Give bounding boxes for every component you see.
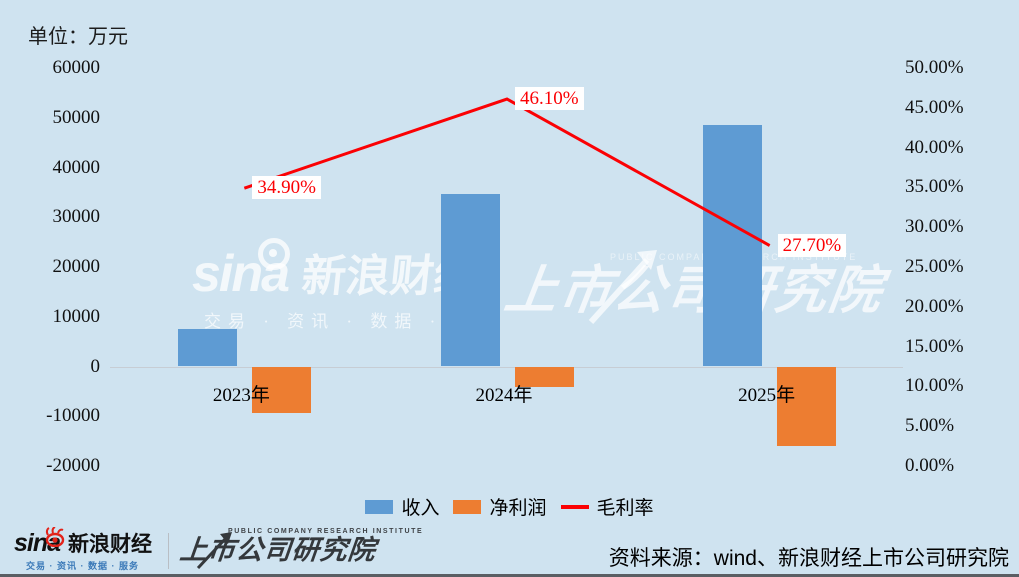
y-axis-tick-left: 60000 [52,57,101,78]
institute-subtitle: PUBLIC COMPANY RESEARCH INSTITUTE [228,528,424,535]
y-axis-tick-right: 25.00% [905,256,964,277]
axis-unit-label: 单位：万元 [28,26,128,48]
y-axis-tick-left: -20000 [46,455,100,476]
bar-net-profit-2023年 [251,366,311,414]
bar-revenue-2023年 [177,328,237,367]
data-source-text: 资料来源：wind、新浪财经上市公司研究院 [608,547,1009,570]
net-profit-swatch-icon [453,499,482,514]
institute-watermark-name: 上市公司研究院 [501,263,888,320]
x-axis-label-2025年: 2025年 [738,385,796,406]
legend-item-gross-margin: 毛利率 [560,493,654,520]
chart-legend: 收入 净利润 毛利率 [0,493,1019,520]
sina-tagline: 交易 · 资讯 · 数据 · 服务 [26,561,139,571]
bar-revenue-2024年 [440,193,500,367]
y-axis-tick-right: 20.00% [905,295,964,317]
y-axis-tick-left: -10000 [46,405,100,427]
y-axis-tick-left: 40000 [52,156,101,178]
y-axis-tick-left: 0 [90,355,101,377]
revenue-swatch-icon [365,499,394,514]
bar-revenue-2025年 [703,124,763,367]
legend-item-revenue: 收入 [365,493,439,520]
zero-gridline [110,367,903,368]
sina-watermark-wordmark: sina [192,245,290,303]
gross-margin-line-swatch-icon [560,504,589,509]
y-axis-tick-left: 50000 [52,106,101,128]
sina-eye-icon [258,238,290,270]
watermark-institute: PUBLIC COMPANY RESEARCH INSTITUTE 上市公司研究… [501,250,887,325]
x-axis-label-2023年: 2023年 [212,385,270,406]
y-axis-tick-left: 20000 [52,256,101,277]
legend-label-revenue: 收入 [401,498,440,519]
institute-logo: PUBLIC COMPANY RESEARCH INSTITUTE 上市公司研究… [178,528,424,570]
y-axis-tick-right: 40.00% [905,136,964,158]
footer-bottom-rule [0,574,1019,577]
trend-arrow-icon [196,532,232,570]
footer-bar: sina 新浪财经 交易 · 资讯 · 数据 · 服务 PUBLIC COMPA… [0,526,1019,577]
sina-eye-icon [45,527,65,547]
y-axis-tick-right: 15.00% [905,335,964,357]
y-axis-tick-right: 35.00% [905,176,964,198]
trend-arrow-icon [588,250,657,325]
bar-net-profit-2025年 [777,366,837,447]
y-axis-tick-right: 45.00% [905,96,964,118]
y-axis-tick-right: 30.00% [905,216,964,238]
sina-finance-logo: sina 新浪财经 交易 · 资讯 · 数据 · 服务 [14,527,153,572]
bar-net-profit-2024年 [514,366,574,388]
legend-label-gross-margin: 毛利率 [596,498,654,519]
data-label-gross-margin-2024年: 46.10% [515,87,584,111]
data-label-gross-margin-2023年: 34.90% [252,176,321,200]
y-axis-tick-right: 10.00% [905,375,964,397]
y-axis-tick-right: 0.00% [905,455,955,476]
y-axis-tick-right: 50.00% [905,57,964,78]
data-label-gross-margin-2025年: 27.70% [777,233,847,257]
legend-item-net-profit: 净利润 [453,493,547,520]
x-axis-label-2024年: 2024年 [475,385,533,406]
footer-divider [168,533,169,569]
y-axis-tick-left: 30000 [52,206,101,228]
y-axis-tick-right: 5.00% [905,415,955,437]
y-axis-tick-left: 10000 [52,305,101,327]
legend-label-net-profit: 净利润 [489,498,547,519]
sina-finance-name: 新浪财经 [68,533,153,556]
